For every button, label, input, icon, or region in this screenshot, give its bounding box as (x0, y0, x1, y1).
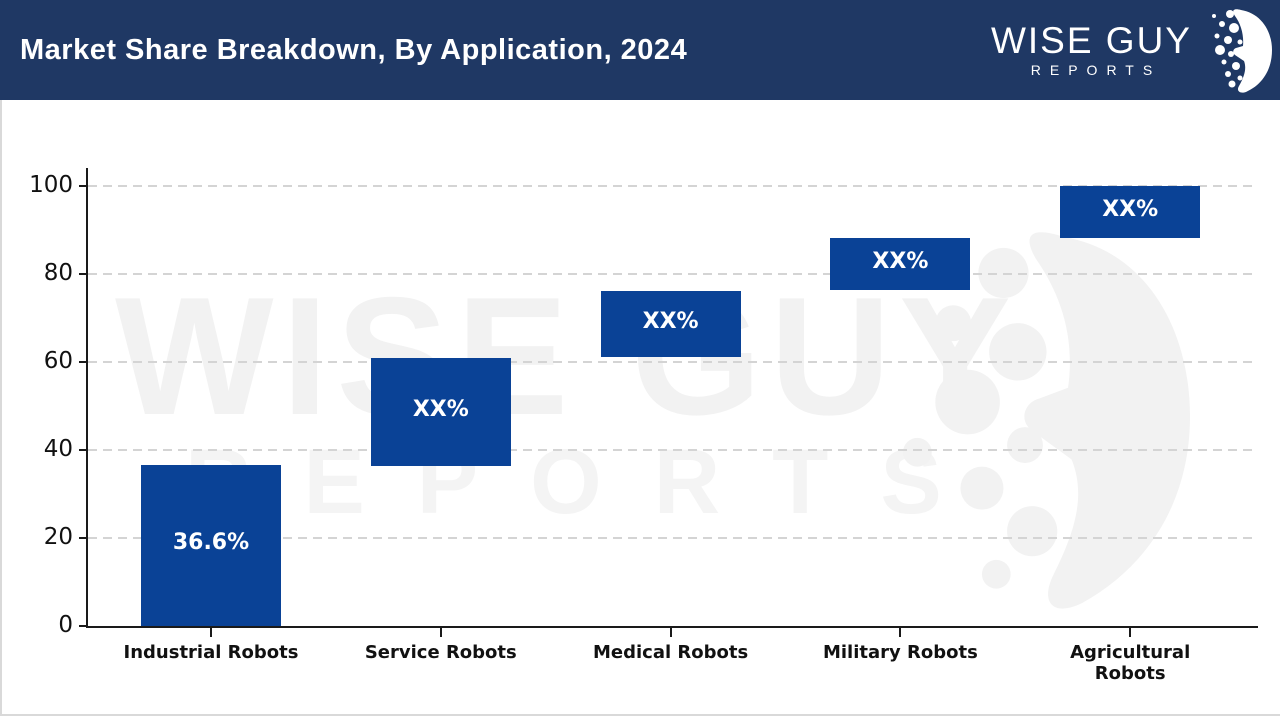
bar-value-label: XX% (1102, 196, 1159, 222)
gridline (88, 537, 1256, 539)
y-axis-tick-label: 40 (43, 436, 73, 462)
x-axis-tick (210, 628, 212, 637)
y-axis-tick-label: 80 (43, 260, 73, 286)
y-axis-line (86, 168, 88, 628)
dotted-face-profile-icon (1212, 9, 1272, 93)
brand-name-text: WISE GUY (990, 20, 1192, 61)
gridline (88, 273, 1256, 275)
chart-title: Market Share Breakdown, By Application, … (20, 34, 688, 66)
x-axis-tick (439, 628, 442, 637)
bar-value-label: XX% (412, 396, 469, 422)
brand-logo: WISE GUY REPORTS (990, 20, 1192, 79)
x-axis-label: Medical Robots (592, 642, 749, 663)
bar-value-label: 36.6% (172, 530, 250, 556)
y-axis-tick-label: 20 (43, 524, 73, 550)
y-axis-tick (79, 449, 87, 451)
y-axis-tick-label: 100 (29, 172, 73, 198)
bar-value-label: XX% (872, 248, 929, 274)
y-axis-tick (79, 185, 87, 187)
y-axis-tick (79, 537, 87, 539)
bar-value-label: XX% (642, 309, 699, 335)
brand-subtitle-text: REPORTS (1030, 62, 1162, 78)
x-axis-tick (899, 628, 902, 637)
gridline (88, 449, 1256, 451)
bar (141, 464, 281, 626)
left-edge-border (0, 100, 2, 716)
x-axis-label: Agricultural Robots (1070, 642, 1191, 684)
bar (1060, 186, 1201, 238)
x-axis-label: Service Robots (364, 642, 517, 663)
header-band: Market Share Breakdown, By Application, … (0, 0, 1280, 100)
bar (830, 237, 971, 290)
watermark-text-line2: REPORTS (185, 431, 994, 533)
y-axis-tick-label: 0 (58, 612, 73, 638)
watermark-text-line1: WISE GUY (115, 262, 1020, 450)
x-axis-line (86, 626, 1258, 628)
x-axis-tick (669, 628, 672, 637)
x-axis-label: Military Robots (822, 642, 978, 663)
y-axis-tick (79, 361, 87, 363)
bottom-edge-border (0, 714, 1280, 716)
y-axis-tick (79, 625, 87, 627)
bar (600, 291, 741, 358)
y-axis-tick (79, 273, 87, 275)
gridline (88, 361, 1256, 363)
gridline (88, 185, 1256, 187)
x-axis-label: Industrial Robots (123, 642, 299, 663)
x-axis-tick (1129, 628, 1132, 637)
chart-area: WISE GUY REPORTS 0 20 40 60 80 100 36.6% Indust… (0, 100, 1280, 720)
watermark-face-icon (903, 232, 1190, 609)
bar (370, 357, 511, 466)
y-axis-tick-label: 60 (43, 348, 73, 374)
